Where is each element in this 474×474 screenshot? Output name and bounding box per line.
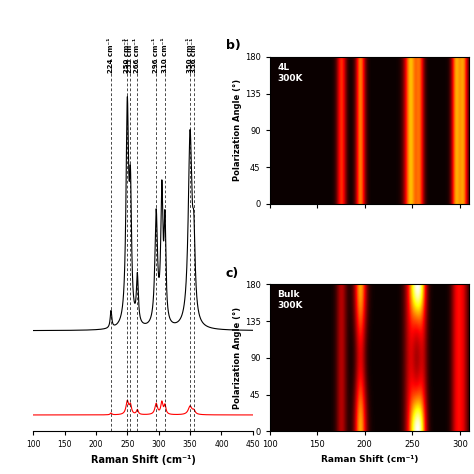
Text: 310 cm⁻¹: 310 cm⁻¹ <box>162 38 168 73</box>
Y-axis label: Polarization Angle (°): Polarization Angle (°) <box>233 307 242 409</box>
Text: 356 cm⁻¹: 356 cm⁻¹ <box>191 38 197 73</box>
Text: c): c) <box>226 267 239 280</box>
Y-axis label: Polarization Angle (°): Polarization Angle (°) <box>233 79 242 182</box>
Text: 250 cm⁻¹: 250 cm⁻¹ <box>124 38 130 73</box>
X-axis label: Raman Shift (cm⁻¹): Raman Shift (cm⁻¹) <box>91 455 195 465</box>
Text: 4L
300K: 4L 300K <box>278 63 303 83</box>
Text: b): b) <box>226 39 240 52</box>
Text: Bulk
300K: Bulk 300K <box>278 291 303 310</box>
Text: 296 cm⁻¹: 296 cm⁻¹ <box>153 38 159 73</box>
X-axis label: Raman Shift (cm⁻¹): Raman Shift (cm⁻¹) <box>321 455 418 464</box>
Text: 350 cm⁻¹: 350 cm⁻¹ <box>187 38 193 73</box>
Text: 255 cm⁻¹: 255 cm⁻¹ <box>128 38 134 73</box>
Text: 224 cm⁻¹: 224 cm⁻¹ <box>108 38 114 73</box>
Text: 266 cm⁻¹: 266 cm⁻¹ <box>134 38 140 73</box>
